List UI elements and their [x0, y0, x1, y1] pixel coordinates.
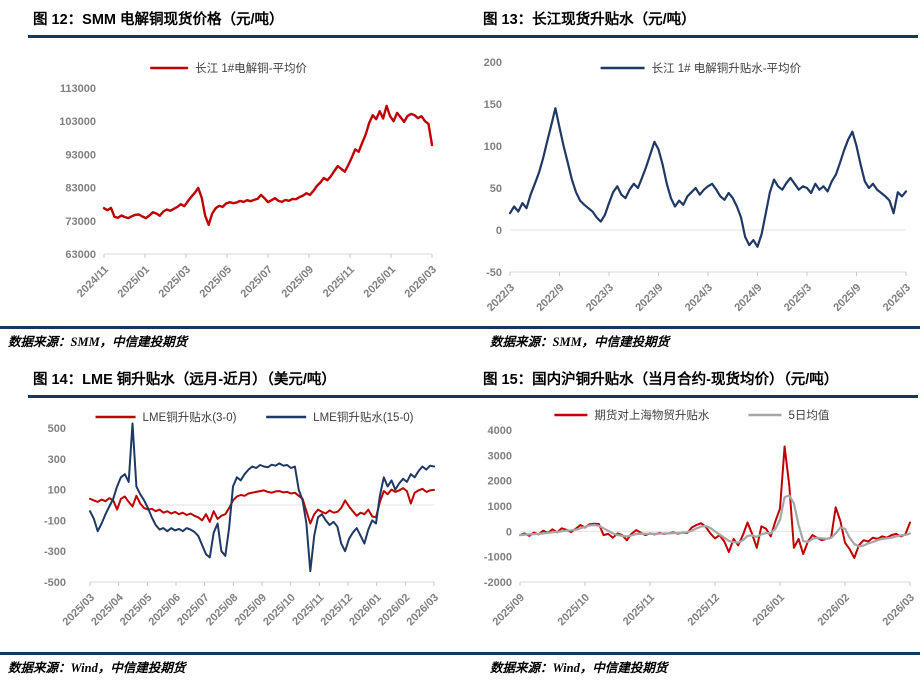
svg-text:LME铜升贴水(15-0): LME铜升贴水(15-0) — [313, 410, 413, 424]
svg-text:2026/3: 2026/3 — [881, 282, 913, 314]
svg-text:2025/10: 2025/10 — [556, 592, 593, 629]
row1-titles: 图 12：SMM 电解铜现货价格（元/吨） 图 13：长江现货升贴水（元/吨） — [0, 0, 924, 32]
svg-text:-50: -50 — [486, 267, 502, 279]
svg-text:100: 100 — [48, 485, 66, 497]
row2-title-rule — [28, 395, 918, 398]
chart15-source: 数据来源：Wind，中信建投期货 — [490, 661, 668, 675]
svg-text:200: 200 — [484, 57, 502, 69]
svg-text:2025/9: 2025/9 — [831, 282, 863, 314]
svg-text:2023/9: 2023/9 — [633, 282, 665, 314]
svg-text:2023/3: 2023/3 — [584, 282, 616, 314]
svg-text:2025/09: 2025/09 — [491, 592, 528, 629]
chart13-canvas: 2022/3 2022/9 2023/3 2023/9 2024/3 2024/9 2025… — [484, 57, 913, 314]
chart14-source: 数据来源：Wind，中信建投期货 — [8, 661, 186, 675]
svg-text:73000: 73000 — [65, 216, 96, 228]
chart13-source: 数据来源：SMM，中信建投期货 — [490, 335, 670, 349]
svg-text:2025/05: 2025/05 — [198, 264, 235, 301]
svg-text:150: 150 — [484, 99, 502, 111]
svg-text:-300: -300 — [44, 546, 66, 558]
svg-text:2025/03: 2025/03 — [157, 264, 194, 301]
svg-text:0: 0 — [506, 526, 512, 538]
svg-text:50: 50 — [490, 183, 502, 195]
chart15-canvas: 2025/09 2025/10 2025/11 2025/12 2026/01 2026/… — [484, 408, 918, 629]
svg-text:3000: 3000 — [488, 450, 512, 462]
row2-titles: 图 14：LME 铜升贴水（远月-近月）（美元/吨） 图 15：国内沪铜升贴水（… — [0, 352, 924, 392]
svg-text:2025/11: 2025/11 — [621, 592, 657, 628]
svg-text:2025/01: 2025/01 — [116, 264, 153, 301]
chart13-title: 图 13：长江现货升贴水（元/吨） — [483, 12, 696, 28]
svg-text:2025/07: 2025/07 — [239, 264, 276, 301]
svg-text:长江 1#电解铜-平均价: 长江 1#电解铜-平均价 — [195, 61, 307, 75]
row2-charts: 2025/03 2025/04 2025/05 2025/06 2025/07 2025/… — [0, 402, 924, 646]
row1-bottom-rule — [0, 326, 920, 329]
row2-sources: 数据来源：Wind，中信建投期货 数据来源：Wind，中信建投期货 — [0, 658, 924, 678]
svg-text:103000: 103000 — [59, 116, 96, 128]
svg-text:2000: 2000 — [488, 476, 512, 488]
row1-sources: 数据来源：SMM，中信建投期货 数据来源：SMM，中信建投期货 — [0, 332, 924, 352]
chart14-title: 图 14：LME 铜升贴水（远月-近月）（美元/吨） — [33, 372, 336, 388]
svg-text:2025/10: 2025/10 — [261, 592, 298, 629]
svg-text:2024/3: 2024/3 — [683, 282, 715, 314]
svg-text:2026/02: 2026/02 — [816, 592, 853, 629]
svg-text:100: 100 — [484, 141, 502, 153]
svg-text:2026/03: 2026/03 — [403, 264, 440, 301]
row1-title-rule — [28, 35, 918, 38]
svg-text:-1000: -1000 — [484, 552, 512, 564]
row1-charts: 2024/11 2025/01 2025/03 2025/05 2025/07 2025/… — [0, 42, 924, 320]
svg-text:0: 0 — [496, 225, 502, 237]
chart15-title: 图 15：国内沪铜升贴水（当月合约-现货均价）（元/吨） — [483, 372, 839, 388]
svg-text:2022/3: 2022/3 — [485, 282, 517, 314]
chart12-source: 数据来源：SMM，中信建投期货 — [8, 335, 188, 349]
svg-text:2024/11: 2024/11 — [75, 264, 111, 300]
svg-text:2025/11: 2025/11 — [321, 264, 357, 300]
svg-text:2025/12: 2025/12 — [686, 592, 723, 629]
svg-text:2026/01: 2026/01 — [362, 264, 399, 301]
svg-text:长江 1# 电解铜升贴水-平均价: 长江 1# 电解铜升贴水-平均价 — [652, 61, 802, 75]
svg-text:2024/9: 2024/9 — [732, 282, 764, 314]
svg-text:5日均值: 5日均值 — [788, 409, 829, 422]
svg-text:4000: 4000 — [488, 425, 512, 437]
svg-text:2025/3: 2025/3 — [782, 282, 814, 314]
chart12-canvas: 2024/11 2025/01 2025/03 2025/05 2025/07 2025/… — [59, 61, 440, 301]
chart12-title: 图 12：SMM 电解铜现货价格（元/吨） — [33, 12, 284, 28]
chart14-canvas: 2025/032025/042025/052025/062025/072025/… — [44, 410, 442, 629]
svg-text:2026/01: 2026/01 — [751, 592, 788, 629]
svg-text:2026/03: 2026/03 — [881, 592, 918, 629]
svg-text:-500: -500 — [44, 577, 66, 589]
svg-text:113000: 113000 — [60, 83, 96, 95]
svg-text:2025/09: 2025/09 — [280, 264, 317, 301]
row2-bottom-rule — [0, 652, 920, 655]
svg-text:期货对上海物贸升贴水: 期货对上海物贸升贴水 — [594, 408, 709, 422]
svg-text:-100: -100 — [44, 515, 66, 527]
svg-text:83000: 83000 — [65, 183, 96, 195]
svg-text:LME铜升贴水(3-0): LME铜升贴水(3-0) — [143, 410, 237, 424]
svg-text:-2000: -2000 — [484, 577, 512, 589]
svg-text:300: 300 — [48, 454, 66, 466]
svg-text:2026/03: 2026/03 — [405, 592, 442, 629]
svg-text:500: 500 — [48, 423, 66, 435]
svg-text:93000: 93000 — [65, 149, 96, 161]
svg-text:2022/9: 2022/9 — [534, 282, 566, 314]
svg-text:63000: 63000 — [65, 249, 96, 261]
svg-text:1000: 1000 — [488, 501, 512, 513]
